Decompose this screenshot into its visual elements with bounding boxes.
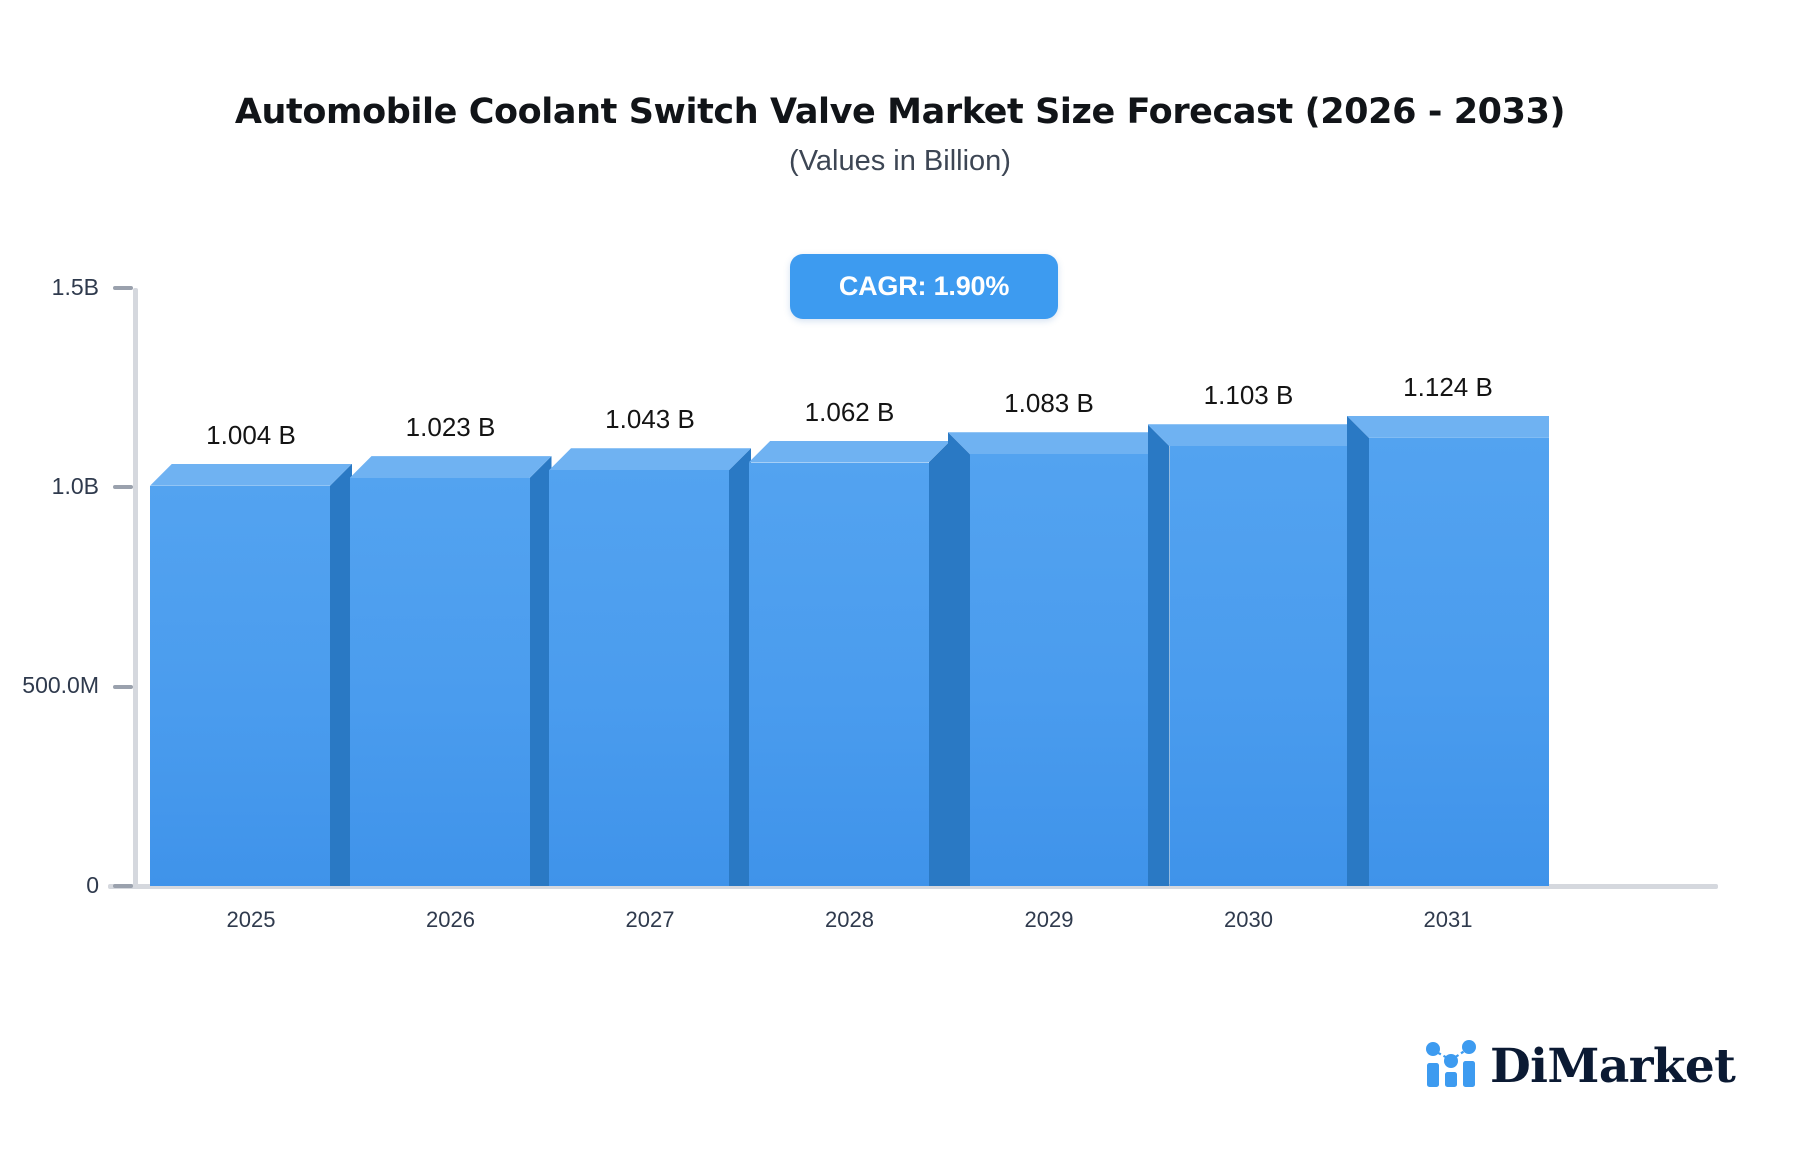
- bar-value-label: 1.004 B: [206, 419, 296, 450]
- cagr-badge-label: CAGR: 1.90%: [838, 271, 1010, 301]
- bar[interactable]: [349, 456, 552, 886]
- page-title: Automobile Coolant Switch Valve Market S…: [234, 92, 1566, 132]
- bar-front-face: [1169, 446, 1350, 886]
- y-axis-tick-mark: [113, 684, 133, 689]
- bar[interactable]: [150, 463, 352, 886]
- bar-value-label: 1.083 B: [1004, 388, 1094, 419]
- y-axis-tick-label: 1.0B: [51, 472, 99, 499]
- bar-top-face: [349, 456, 552, 479]
- y-axis-tick-mark: [113, 485, 133, 490]
- y-axis-line: [133, 288, 138, 888]
- bar-side-face: [1347, 415, 1369, 886]
- bar-side-face: [330, 463, 352, 886]
- bar-top-face: [948, 432, 1150, 455]
- x-axis-tick-label: 2029: [1024, 907, 1074, 932]
- bar[interactable]: [748, 440, 951, 886]
- bar-value-label: 1.124 B: [1403, 371, 1493, 402]
- x-axis-line: [108, 884, 1718, 889]
- bar[interactable]: [1347, 415, 1549, 886]
- bar-top-face: [1347, 415, 1549, 438]
- bar-front-face: [1369, 437, 1549, 886]
- x-axis-tick-label: 2031: [1423, 907, 1473, 932]
- bar[interactable]: [1147, 424, 1350, 886]
- bar-top-face: [748, 440, 951, 463]
- x-axis-tick-label: 2028: [825, 907, 874, 932]
- bar-chart-dots-icon: [1424, 1038, 1478, 1095]
- brand-logo-text: DiMarket: [1490, 1039, 1736, 1094]
- bar-front-face: [970, 454, 1150, 886]
- y-axis-tick-label: 1.5B: [51, 273, 99, 300]
- bar-side-face: [948, 432, 970, 886]
- chart-header: Automobile Coolant Switch Valve Market S…: [0, 92, 1800, 179]
- y-axis-tick-label: 500.0M: [22, 672, 99, 699]
- y-axis-tick-mark: [113, 286, 133, 290]
- brand-logo: DiMarket: [1424, 1038, 1736, 1095]
- x-axis-tick-label: 2030: [1224, 907, 1273, 932]
- bar-side-face: [729, 448, 751, 886]
- cagr-badge: CAGR: 1.90%: [790, 254, 1058, 319]
- bar-top-face: [1147, 424, 1350, 447]
- y-axis-tick-label: 0: [86, 871, 99, 898]
- bar-front-face: [748, 462, 929, 886]
- bar-value-label: 1.103 B: [1203, 380, 1294, 411]
- bar-side-face: [1147, 424, 1170, 886]
- y-axis-tick-mark: [113, 884, 133, 888]
- bar-value-label: 1.023 B: [405, 412, 496, 443]
- bar-front-face: [349, 478, 530, 886]
- bar-value-label: 1.043 B: [605, 404, 695, 435]
- bar-side-face: [928, 440, 951, 886]
- chart-subtitle: (Values in Billion): [789, 145, 1011, 178]
- x-axis-tick-label: 2025: [226, 907, 276, 932]
- bar-front-face: [150, 485, 330, 886]
- bar-front-face: [549, 470, 729, 886]
- bar[interactable]: [948, 432, 1150, 886]
- bar-top-face: [150, 463, 352, 486]
- bar-value-label: 1.062 B: [804, 396, 895, 427]
- bar-top-face: [549, 448, 751, 471]
- x-axis-tick-label: 2026: [426, 907, 475, 932]
- bar-side-face: [529, 456, 552, 886]
- bar[interactable]: [549, 448, 751, 886]
- x-axis-tick-label: 2027: [625, 907, 675, 932]
